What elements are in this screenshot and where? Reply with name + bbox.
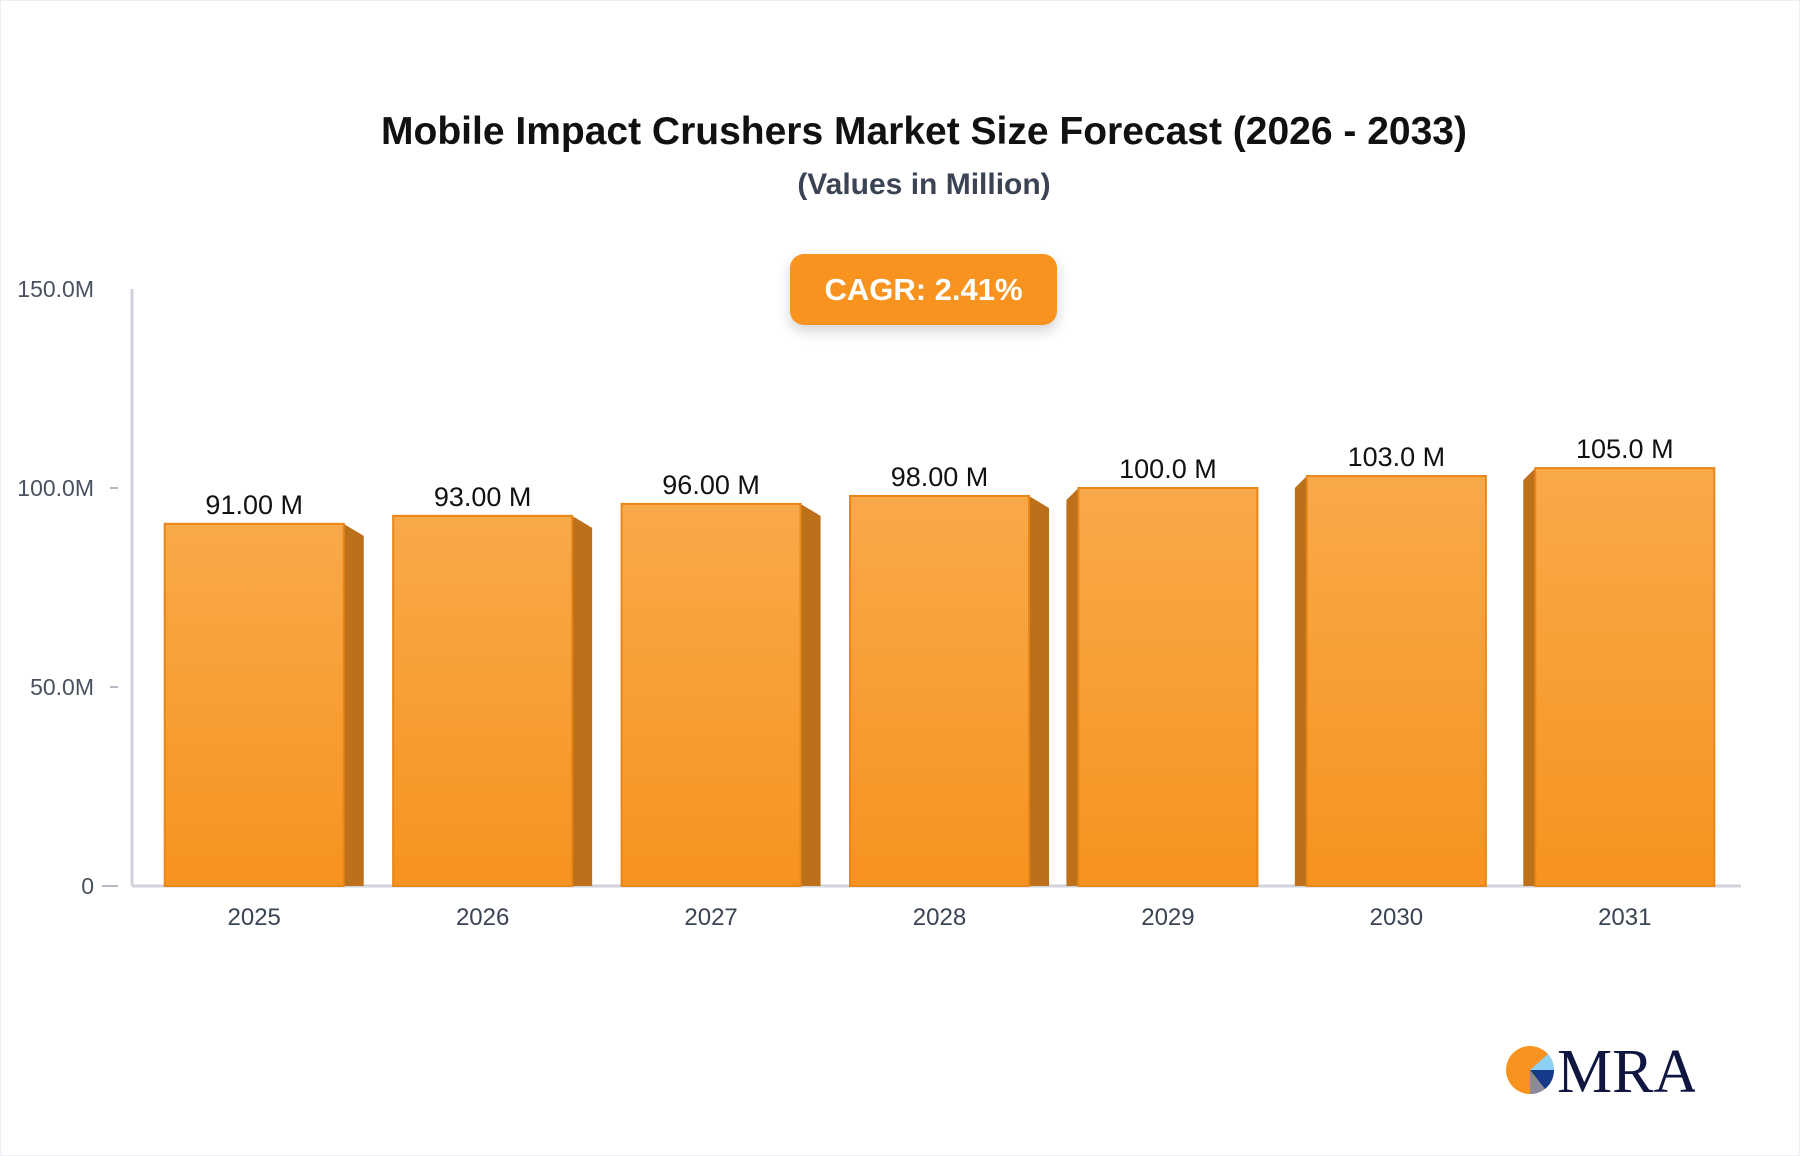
x-tick-label: 2025 xyxy=(228,904,281,931)
data-label: 91.00 M xyxy=(205,490,303,520)
x-tick-label: 2027 xyxy=(684,904,737,931)
data-label: 96.00 M xyxy=(662,470,760,500)
y-tick-label: 0 xyxy=(81,873,94,899)
bar xyxy=(1534,467,1716,887)
data-label: 93.00 M xyxy=(434,482,532,512)
chart-subtitle: (Values in Million) xyxy=(797,168,1051,201)
x-tick-label: 2028 xyxy=(913,904,966,931)
bar-side xyxy=(572,515,593,886)
bar-side xyxy=(1294,476,1307,886)
bar-side xyxy=(1523,468,1536,886)
chart-title: Mobile Impact Crushers Market Size Forec… xyxy=(381,110,1467,153)
x-tick-label: 2029 xyxy=(1141,904,1194,931)
bar xyxy=(1077,487,1259,887)
data-label: 105.0 M xyxy=(1576,434,1674,464)
svg-text:MRA: MRA xyxy=(1557,1040,1695,1100)
x-tick-label: 2031 xyxy=(1598,904,1651,931)
bar-side xyxy=(800,503,821,886)
bar xyxy=(392,514,574,887)
mra-logo: MRA xyxy=(1506,1040,1695,1100)
bar xyxy=(1305,475,1487,887)
bar xyxy=(163,522,345,887)
bar xyxy=(849,494,1030,887)
x-tick-label: 2026 xyxy=(456,904,509,931)
y-tick-label: 50.0M xyxy=(30,674,94,700)
y-tick-label: 100.0M xyxy=(17,475,94,501)
bar-side xyxy=(1066,488,1079,886)
bar-side xyxy=(343,523,364,886)
data-label: 98.00 M xyxy=(891,462,989,492)
cagr-badge: CAGR: 2.41% xyxy=(790,254,1057,325)
bar-side xyxy=(1029,495,1049,886)
x-tick-label: 2030 xyxy=(1370,904,1423,931)
data-label: 100.0 M xyxy=(1119,454,1217,484)
bar xyxy=(620,502,802,887)
y-tick-label: 150.0M xyxy=(17,276,94,302)
data-label: 103.0 M xyxy=(1348,442,1446,472)
